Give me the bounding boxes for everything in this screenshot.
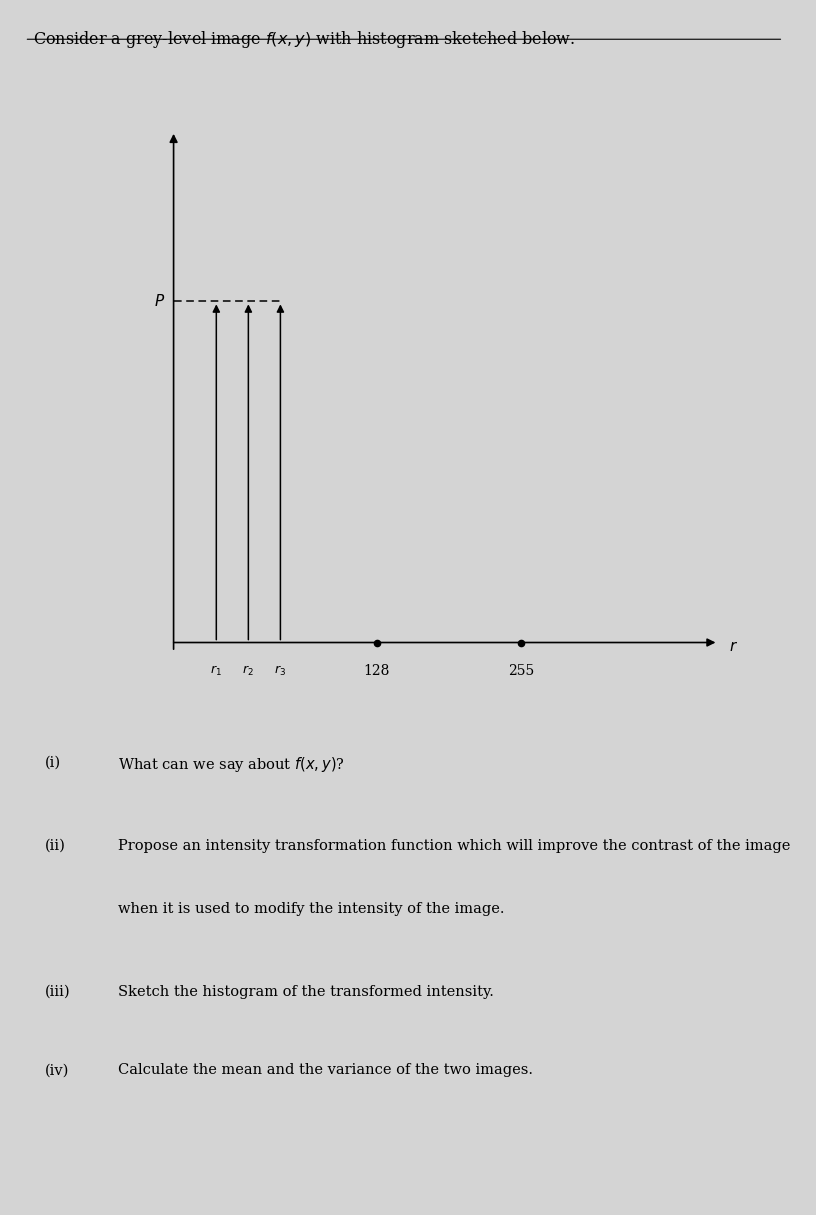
Text: Sketch the histogram of the transformed intensity.: Sketch the histogram of the transformed … xyxy=(118,985,494,999)
Text: What can we say about $f(x, y)$?: What can we say about $f(x, y)$? xyxy=(118,756,345,774)
Text: $r$: $r$ xyxy=(729,640,738,654)
Text: 255: 255 xyxy=(508,663,534,678)
Text: Calculate the mean and the variance of the two images.: Calculate the mean and the variance of t… xyxy=(118,1063,534,1078)
Text: $r_3$: $r_3$ xyxy=(274,663,286,678)
Text: Propose an intensity transformation function which will improve the contrast of : Propose an intensity transformation func… xyxy=(118,838,791,853)
Text: (iii): (iii) xyxy=(45,985,70,999)
Text: 128: 128 xyxy=(363,663,390,678)
Text: (iv): (iv) xyxy=(45,1063,69,1078)
Text: $P$: $P$ xyxy=(154,294,166,310)
Text: Consider a grey-level image $f(x, y)$ with histogram sketched below.: Consider a grey-level image $f(x, y)$ wi… xyxy=(33,29,575,50)
Text: (i): (i) xyxy=(45,756,61,769)
Text: (ii): (ii) xyxy=(45,838,66,853)
Text: $r_1$: $r_1$ xyxy=(211,663,222,678)
Text: when it is used to modify the intensity of the image.: when it is used to modify the intensity … xyxy=(118,902,505,916)
Text: $r_2$: $r_2$ xyxy=(242,663,255,678)
